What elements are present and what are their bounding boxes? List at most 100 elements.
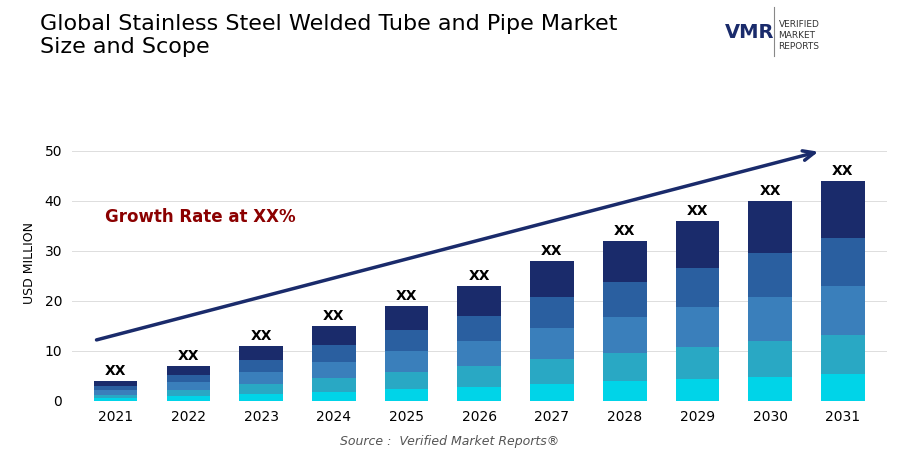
Bar [384, 313, 428, 314]
Bar [457, 327, 501, 328]
Bar [676, 302, 719, 303]
Bar [457, 343, 501, 344]
Bar [384, 343, 428, 344]
Bar [821, 202, 865, 204]
Bar [676, 342, 719, 344]
Bar [603, 285, 646, 286]
Bar [603, 397, 646, 398]
Bar [457, 396, 501, 397]
Bar [676, 336, 719, 338]
Bar [821, 275, 865, 277]
Bar [748, 343, 792, 344]
Bar [603, 336, 646, 338]
Bar [312, 358, 356, 359]
Bar [530, 360, 574, 361]
Bar [821, 377, 865, 378]
Bar [457, 350, 501, 351]
Bar [748, 267, 792, 269]
Bar [821, 238, 865, 239]
Bar [384, 310, 428, 311]
Bar [821, 297, 865, 299]
Bar [748, 292, 792, 294]
Bar [384, 382, 428, 383]
Bar [384, 306, 428, 307]
Bar [530, 262, 574, 263]
Bar [821, 341, 865, 342]
Bar [312, 372, 356, 373]
Bar [603, 387, 646, 388]
Text: XX: XX [832, 164, 853, 178]
Bar [821, 393, 865, 394]
Bar [748, 397, 792, 398]
Bar [748, 229, 792, 230]
Bar [384, 358, 428, 359]
Bar [603, 375, 646, 376]
Bar [530, 280, 574, 281]
Bar [384, 384, 428, 385]
Bar [676, 398, 719, 399]
Bar [457, 334, 501, 335]
Bar [748, 388, 792, 389]
Bar [821, 325, 865, 327]
Bar [821, 270, 865, 272]
Bar [603, 399, 646, 400]
Bar [676, 236, 719, 238]
Bar [603, 371, 646, 372]
Bar [530, 284, 574, 285]
Bar [676, 380, 719, 381]
Bar [312, 370, 356, 371]
Bar [821, 369, 865, 370]
Bar [676, 278, 719, 279]
Bar [748, 288, 792, 289]
Bar [312, 329, 356, 330]
Bar [603, 282, 646, 284]
Bar [676, 362, 719, 363]
Bar [821, 204, 865, 206]
Bar [530, 393, 574, 394]
Bar [530, 290, 574, 291]
Bar [821, 344, 865, 345]
Bar [457, 326, 501, 327]
Bar [821, 361, 865, 362]
Bar [821, 249, 865, 251]
Bar [530, 330, 574, 331]
Bar [603, 378, 646, 379]
Bar [748, 213, 792, 215]
Bar [748, 368, 792, 369]
Bar [457, 381, 501, 382]
Bar [748, 382, 792, 383]
Bar [821, 306, 865, 307]
Bar [530, 295, 574, 296]
Bar [676, 229, 719, 230]
Bar [748, 301, 792, 302]
Bar [821, 307, 865, 309]
Bar [384, 353, 428, 354]
Bar [748, 360, 792, 361]
Bar [457, 315, 501, 316]
Bar [676, 294, 719, 295]
Bar [384, 379, 428, 380]
Bar [676, 271, 719, 273]
Bar [457, 317, 501, 318]
Bar [603, 303, 646, 305]
Bar [384, 359, 428, 360]
Bar [821, 324, 865, 325]
Bar [821, 225, 865, 227]
Bar [603, 376, 646, 377]
Bar [821, 264, 865, 266]
Bar [821, 304, 865, 306]
Bar [530, 335, 574, 336]
Bar [312, 339, 356, 340]
Bar [748, 375, 792, 377]
Bar [676, 225, 719, 227]
Bar [530, 269, 574, 270]
Bar [603, 316, 646, 317]
Bar [748, 359, 792, 360]
Bar [384, 324, 428, 325]
Bar [748, 320, 792, 322]
Bar [457, 338, 501, 339]
Bar [821, 243, 865, 244]
Bar [821, 301, 865, 302]
Bar [384, 378, 428, 379]
Bar [821, 251, 865, 252]
